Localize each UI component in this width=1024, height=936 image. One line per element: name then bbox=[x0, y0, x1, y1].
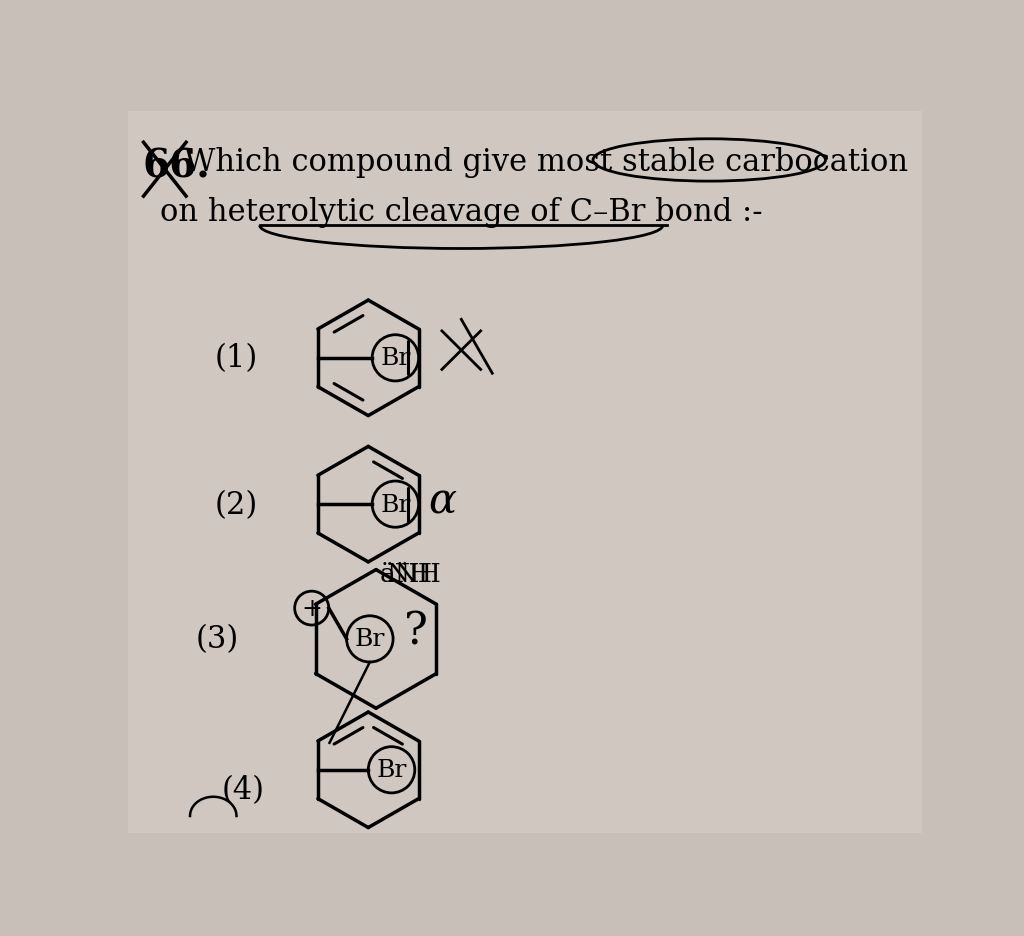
Text: Br: Br bbox=[354, 628, 385, 651]
Text: 66.: 66. bbox=[142, 147, 210, 185]
Text: +: + bbox=[301, 596, 323, 621]
Text: α: α bbox=[428, 480, 456, 521]
Text: (2): (2) bbox=[215, 490, 258, 520]
Text: äNH: äNH bbox=[379, 561, 441, 586]
Text: ?: ? bbox=[404, 610, 428, 653]
Text: (1): (1) bbox=[215, 343, 258, 374]
Text: Which compound give most stable carbocation: Which compound give most stable carbocat… bbox=[184, 147, 908, 178]
Text: Br: Br bbox=[377, 758, 407, 782]
Text: (4): (4) bbox=[221, 774, 264, 805]
Text: Br: Br bbox=[380, 493, 411, 516]
Text: N̈H: N̈H bbox=[387, 561, 433, 586]
Text: (3): (3) bbox=[196, 623, 239, 654]
Text: on heterolytic cleavage of C–Br bond :-: on heterolytic cleavage of C–Br bond :- bbox=[160, 197, 763, 227]
Text: Br: Br bbox=[380, 347, 411, 370]
